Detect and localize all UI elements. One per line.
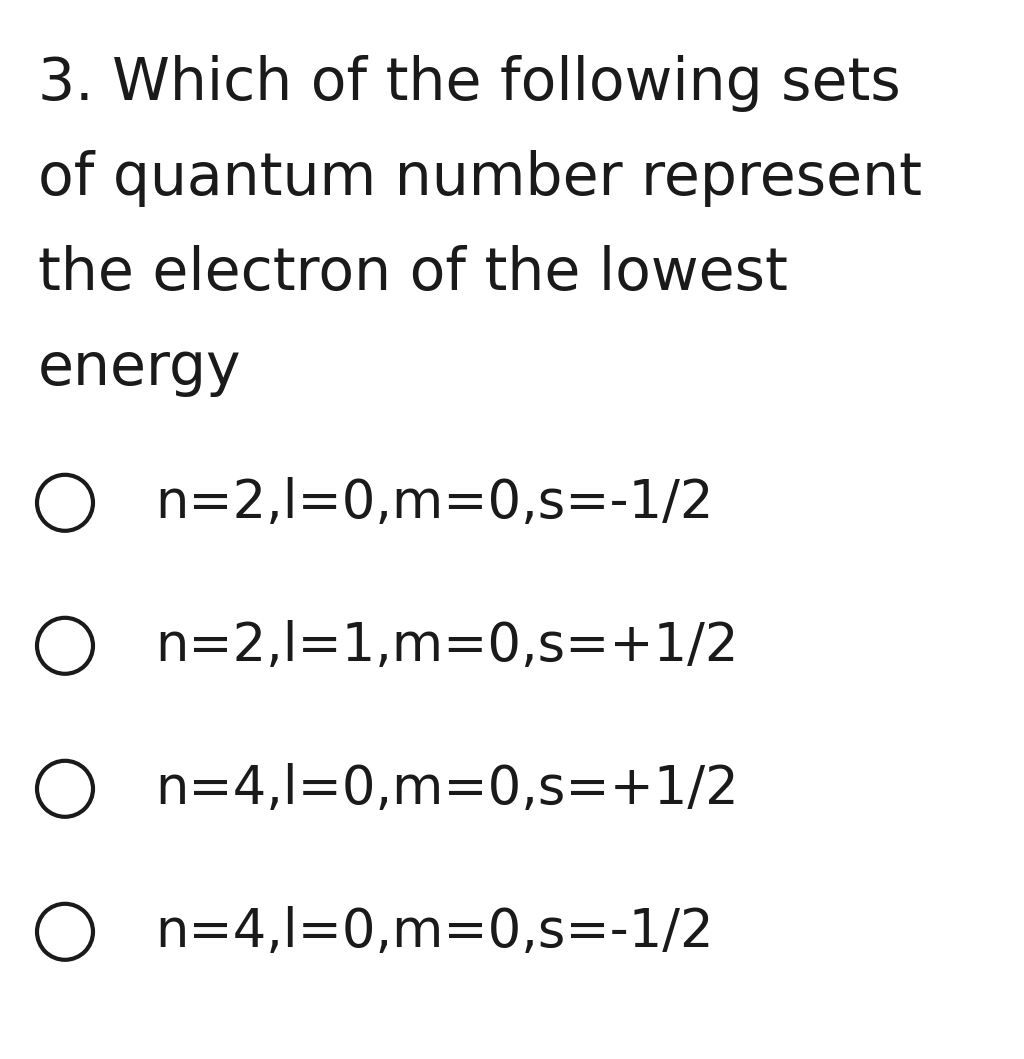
- Text: 3. Which of the following sets: 3. Which of the following sets: [38, 55, 901, 112]
- Text: the electron of the lowest: the electron of the lowest: [38, 245, 787, 302]
- Text: n=2,l=1,m=0,s=+1/2: n=2,l=1,m=0,s=+1/2: [155, 620, 738, 671]
- Text: of quantum number represent: of quantum number represent: [38, 150, 922, 207]
- Text: energy: energy: [38, 340, 242, 397]
- Text: n=4,l=0,m=0,s=+1/2: n=4,l=0,m=0,s=+1/2: [155, 762, 738, 814]
- Text: n=4,l=0,m=0,s=-1/2: n=4,l=0,m=0,s=-1/2: [155, 905, 714, 957]
- Text: n=2,l=0,m=0,s=-1/2: n=2,l=0,m=0,s=-1/2: [155, 477, 714, 528]
